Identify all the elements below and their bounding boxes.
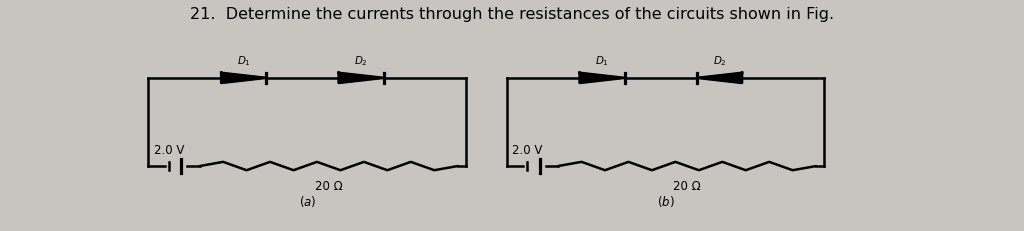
Text: $(b)$: $(b)$ [656,193,675,208]
Text: $D_1$: $D_1$ [237,55,251,68]
Polygon shape [221,73,266,84]
Polygon shape [697,73,742,84]
Polygon shape [580,73,625,84]
Text: 20 Ω: 20 Ω [314,179,343,192]
Text: 2.0 V: 2.0 V [154,143,184,156]
Text: 2.0 V: 2.0 V [512,143,543,156]
Text: $D_2$: $D_2$ [354,55,368,68]
Text: $(a)$: $(a)$ [299,193,315,208]
Polygon shape [339,73,384,84]
Text: $D_2$: $D_2$ [713,55,726,68]
Text: 21.  Determine the currents through the resistances of the circuits shown in Fig: 21. Determine the currents through the r… [189,7,835,22]
Text: $D_1$: $D_1$ [595,55,609,68]
Text: 20 Ω: 20 Ω [673,179,701,192]
